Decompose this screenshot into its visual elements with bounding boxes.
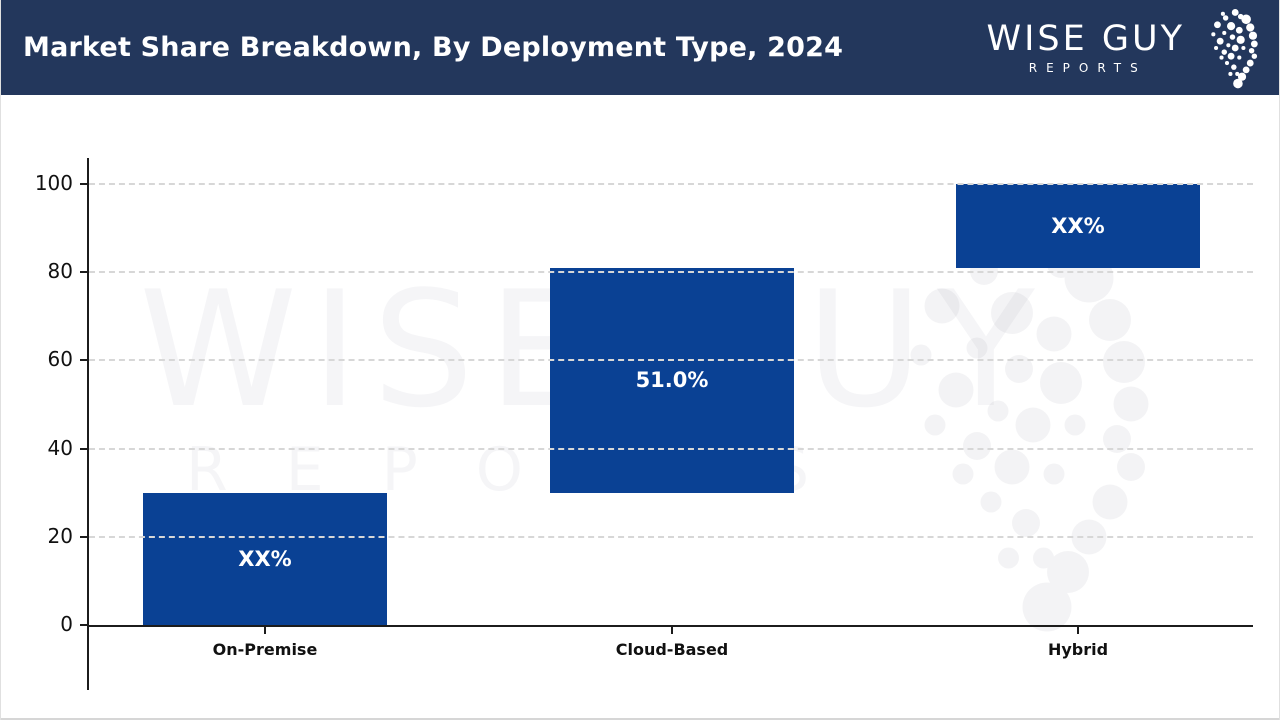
y-tick-label: 80 bbox=[47, 259, 73, 284]
y-gridline bbox=[89, 359, 1253, 362]
y-gridline bbox=[89, 535, 1253, 538]
x-category-label: Hybrid bbox=[1047, 640, 1109, 659]
x-tick-mark bbox=[1077, 627, 1079, 634]
y-tick-mark bbox=[80, 624, 88, 626]
y-gridline bbox=[89, 447, 1253, 450]
brand-logo: WISE GUY REPORTS bbox=[986, 6, 1265, 90]
watermark-head-icon bbox=[910, 225, 1149, 632]
x-axis-line bbox=[87, 625, 1253, 627]
y-tick-label: 100 bbox=[34, 171, 73, 195]
chart-area: WISE GUY REPORTS 020406080100XX%On-Premi… bbox=[1, 95, 1279, 718]
x-category-label: On-Premise bbox=[212, 640, 318, 659]
y-gridline bbox=[89, 183, 1253, 185]
y-tick-mark bbox=[80, 359, 88, 362]
y-tick-mark bbox=[80, 271, 88, 274]
bar-value-label: XX% bbox=[238, 546, 292, 571]
y-gridline bbox=[89, 271, 1253, 274]
brand-head-icon bbox=[1211, 9, 1258, 89]
brand-name-text: WISE GUY bbox=[986, 18, 1185, 59]
brand-wordmark: WISE GUY REPORTS bbox=[986, 18, 1185, 75]
y-axis-line bbox=[87, 158, 89, 690]
bar-on-premise: XX% bbox=[143, 492, 387, 625]
bar-hybrid: XX% bbox=[956, 184, 1200, 268]
y-tick-label: 20 bbox=[47, 523, 73, 548]
y-tick-label: 40 bbox=[47, 435, 73, 460]
bar-value-label: 51.0% bbox=[635, 368, 709, 393]
bar-value-label: XX% bbox=[1051, 213, 1105, 238]
y-tick-label: 0 bbox=[60, 612, 73, 636]
header-bar: Market Share Breakdown, By Deployment Ty… bbox=[1, 0, 1279, 95]
x-tick-mark bbox=[264, 627, 266, 634]
bar-cloud-based: 51.0% bbox=[550, 267, 794, 493]
page-title: Market Share Breakdown, By Deployment Ty… bbox=[23, 32, 844, 63]
y-tick-mark bbox=[80, 447, 88, 450]
x-category-label: Cloud-Based bbox=[615, 640, 729, 659]
y-tick-mark bbox=[80, 183, 88, 185]
y-tick-label: 60 bbox=[47, 347, 73, 372]
x-tick-mark bbox=[671, 627, 673, 634]
brand-subtitle-text: REPORTS bbox=[1028, 60, 1147, 75]
footer-divider bbox=[1, 718, 1279, 720]
y-tick-mark bbox=[80, 535, 88, 538]
